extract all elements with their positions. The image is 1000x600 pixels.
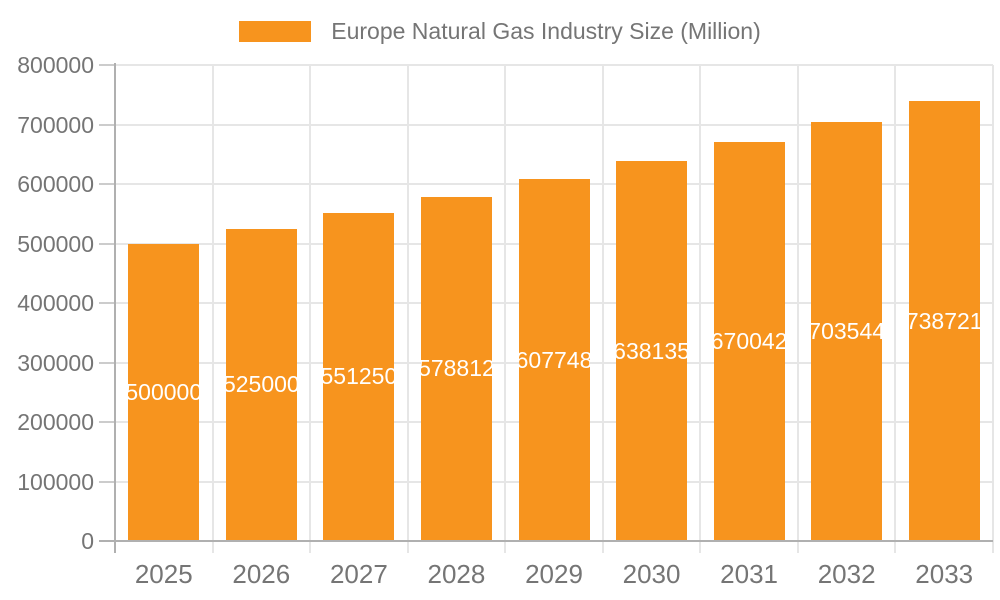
bar-value-label: 500000	[128, 378, 200, 405]
y-axis-tick	[99, 183, 115, 185]
bar: 525000	[225, 228, 297, 541]
y-tick-label: 700000	[17, 111, 94, 138]
bar: 638135	[616, 161, 688, 541]
v-gridline	[894, 65, 897, 553]
x-tick-label: 2025	[134, 559, 193, 589]
bar-value-label: 607748	[518, 346, 590, 373]
bar-value-label: 638135	[616, 337, 688, 364]
bar-value-label: 551250	[323, 363, 395, 390]
x-tick-label: 2027	[329, 559, 388, 589]
bar-value-label: 670042	[713, 328, 785, 355]
v-gridline	[796, 65, 799, 553]
v-gridline	[309, 65, 312, 553]
v-gridline	[601, 65, 604, 553]
y-axis-tick	[99, 421, 115, 423]
bar: 607748	[518, 179, 590, 541]
y-axis-tick	[99, 123, 115, 126]
y-axis-line	[114, 63, 116, 553]
y-tick-label: 500000	[17, 230, 94, 257]
x-axis-line	[99, 540, 993, 542]
v-gridline	[406, 65, 409, 553]
x-tick-label: 2032	[817, 559, 876, 589]
bar-value-label: 703544	[811, 318, 883, 345]
legend-swatch	[239, 20, 312, 42]
x-tick-label: 2028	[427, 559, 486, 589]
y-tick-label: 600000	[17, 171, 94, 197]
y-tick-label: 400000	[17, 290, 94, 316]
y-axis-tick	[99, 361, 115, 364]
bar: 703544	[811, 122, 883, 541]
h-gridline	[115, 123, 993, 126]
y-tick-label: 800000	[17, 52, 94, 78]
y-axis-tick	[99, 480, 115, 483]
x-tick-label: 2026	[232, 559, 291, 589]
v-gridline	[504, 65, 507, 553]
legend: Europe Natural Gas Industry Size (Millio…	[0, 16, 1000, 46]
bar-value-label: 578812	[420, 355, 492, 382]
bar: 738721	[908, 101, 980, 541]
v-gridline	[699, 65, 702, 553]
y-tick-label: 0	[81, 528, 94, 554]
bar: 551250	[323, 213, 395, 541]
v-gridline	[992, 65, 994, 553]
x-tick-label: 2030	[622, 559, 681, 589]
y-axis-tick	[99, 302, 115, 304]
bar-value-label: 738721	[908, 307, 980, 334]
x-tick-label: 2029	[525, 559, 583, 589]
bar: 500000	[128, 243, 200, 541]
h-gridline	[115, 64, 993, 66]
bar-value-label: 525000	[225, 371, 297, 398]
y-tick-label: 200000	[17, 409, 94, 435]
y-axis-tick	[99, 242, 115, 245]
x-tick-label: 2033	[915, 559, 974, 589]
y-tick-label: 100000	[17, 468, 94, 495]
v-gridline	[211, 65, 214, 553]
y-axis-tick	[99, 64, 115, 66]
legend-label: Europe Natural Gas Industry Size (Millio…	[331, 18, 761, 44]
y-tick-label: 300000	[17, 349, 94, 376]
bar: 578812	[420, 196, 492, 541]
x-tick-label: 2031	[720, 559, 779, 589]
bar: 670042	[713, 142, 785, 541]
